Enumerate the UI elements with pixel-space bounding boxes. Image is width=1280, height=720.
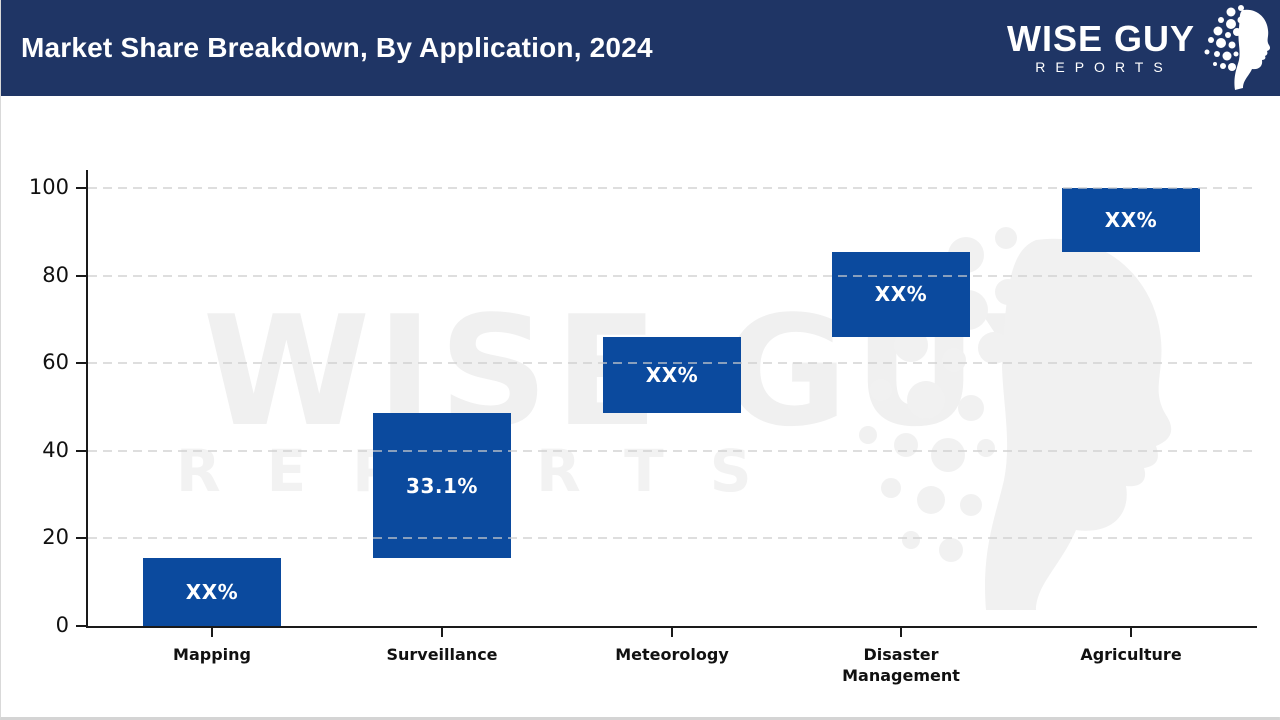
bar-meteorology: XX% — [603, 336, 741, 414]
bar-surveillance: 33.1% — [373, 413, 511, 559]
y-tick-mark-40 — [76, 449, 86, 452]
gridline-20 — [88, 537, 1257, 540]
y-axis-line — [86, 170, 88, 628]
logo-wordmark: WISE GUY — [1006, 18, 1195, 59]
bar-value-label: 33.1% — [406, 473, 478, 498]
y-tick-mark-80 — [76, 274, 86, 277]
x-tick-mark-1 — [211, 628, 213, 637]
y-tick-label-100: 100 — [28, 175, 69, 199]
y-tick-label-80: 80 — [42, 262, 69, 287]
y-tick-label-20: 20 — [42, 525, 69, 550]
x-tick-label-2: Surveillance — [386, 645, 498, 664]
y-tick-label-60: 60 — [42, 350, 69, 375]
bar-value-label: XX% — [645, 363, 699, 387]
header-bar: Market Share Breakdown, By Application, … — [1, 0, 1280, 96]
y-tick-mark-20 — [76, 537, 86, 540]
wise-guy-reports-logo: WISE GUY REPORTS — [1007, 0, 1271, 96]
bar-agriculture: XX% — [1062, 188, 1200, 252]
logo-text: WISE GUY REPORTS — [1006, 18, 1195, 76]
gridline-100 — [88, 187, 1257, 189]
y-tick-label-40: 40 — [42, 437, 69, 462]
x-tick-label-1: Mapping — [173, 645, 251, 664]
bar-mapping: XX% — [143, 558, 281, 626]
x-tick-mark-2 — [441, 628, 443, 637]
x-tick-label-3: Meteorology — [615, 645, 729, 664]
x-axis-line — [86, 626, 1257, 628]
watermark-face-dots — [859, 227, 1172, 610]
bar-value-label: XX% — [874, 282, 928, 307]
watermark-subtitle: REPORTS — [176, 437, 876, 505]
logo-subtitle: REPORTS — [1035, 59, 1173, 75]
x-tick-label-4: Disaster Management — [842, 645, 960, 685]
gridline-40 — [88, 449, 1257, 452]
bar-value-label: XX% — [1104, 207, 1158, 232]
chart-canvas: WISE GUY REPORTS XX%33.1%XX%XX%XX%020406… — [1, 96, 1280, 717]
x-tick-label-5: Agriculture — [1080, 645, 1182, 664]
gridline-80 — [88, 274, 1257, 277]
bar-disaster-management: XX% — [832, 251, 970, 337]
y-tick-mark-100 — [76, 187, 86, 189]
y-tick-mark-0 — [76, 625, 86, 627]
y-tick-label-0: 0 — [55, 613, 69, 637]
page-title: Market Share Breakdown, By Application, … — [21, 32, 653, 63]
y-tick-mark-60 — [76, 362, 86, 365]
x-tick-mark-3 — [671, 628, 673, 637]
bar-value-label: XX% — [185, 580, 239, 605]
x-tick-mark-5 — [1130, 628, 1132, 637]
x-tick-mark-4 — [900, 628, 902, 637]
gridline-60 — [88, 362, 1257, 365]
logo-face-dots-icon — [1204, 5, 1271, 90]
